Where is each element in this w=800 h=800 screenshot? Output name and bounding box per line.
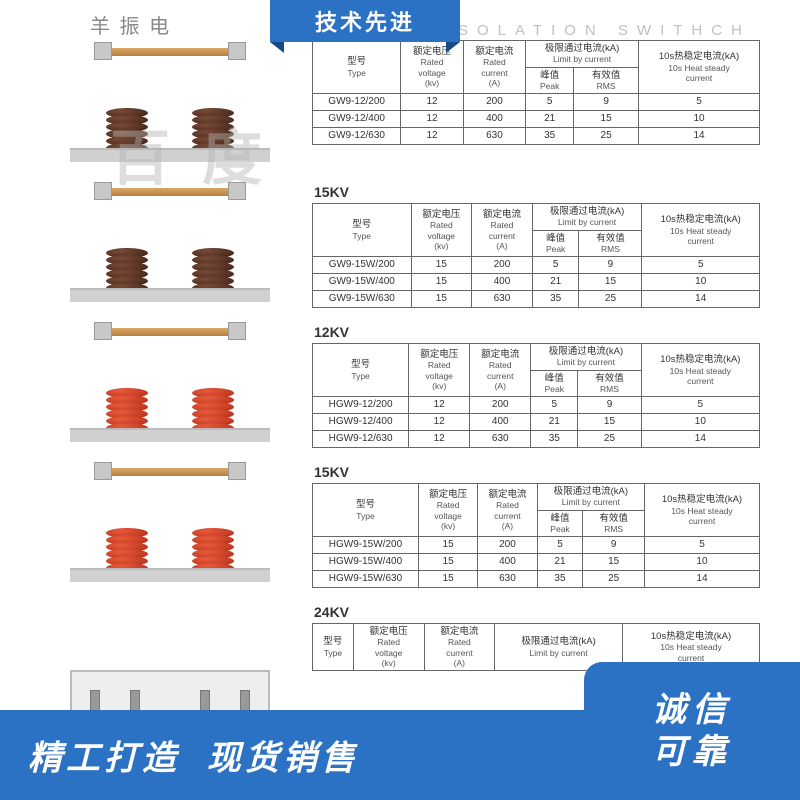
section-title: 15KV: [314, 464, 760, 480]
spec-table: 型号Type 额定电压Ratedvoltage(kv) 额定电流Ratedcur…: [312, 203, 760, 308]
spec-block: 12KV 型号Type 额定电压Ratedvoltage(kv) 额定电流Rat…: [312, 320, 760, 448]
footer-right-line1: 诚信: [652, 689, 732, 732]
footer-left-text: 精工打造 现货销售: [28, 731, 359, 780]
product-section: 15KV 型号Type 额定电压Ratedvoltage(kv) 额定电流Rat…: [40, 180, 760, 310]
table-row: GW9-15W/63015630352514: [313, 291, 760, 308]
section-title: 15KV: [314, 184, 760, 200]
table-row: HGW9-15W/63015630352514: [313, 571, 760, 588]
table-row: GW9-12/40012400211510: [313, 111, 760, 128]
content-area: 型号Type 额定电压Ratedvoltage(kv) 额定电流Ratedcur…: [40, 40, 760, 740]
isolator-image: [40, 40, 300, 170]
table-row: HGW9-15W/20015200595: [313, 537, 760, 554]
product-section: 12KV 型号Type 额定电压Ratedvoltage(kv) 额定电流Rat…: [40, 320, 760, 450]
spec-block: 15KV 型号Type 额定电压Ratedvoltage(kv) 额定电流Rat…: [312, 460, 760, 588]
table-row: GW9-15W/20015200595: [313, 257, 760, 274]
spec-block: 24KV 型号Type 额定电压Ratedvoltage(kv) 额定电流Rat…: [312, 600, 760, 671]
table-row: HGW9-12/40012400211510: [313, 414, 760, 431]
english-subtitle: SOLATION SWITHCH: [458, 22, 751, 39]
table-row: GW9-15W/40015400211510: [313, 274, 760, 291]
spec-table: 型号Type 额定电压Ratedvoltage(kv) 额定电流Ratedcur…: [312, 343, 760, 448]
spec-block: 15KV 型号Type 额定电压Ratedvoltage(kv) 额定电流Rat…: [312, 180, 760, 308]
table-row: HGW9-15W/40015400211510: [313, 554, 760, 571]
footer-right-tab: 诚信 可靠: [584, 662, 800, 800]
spec-table: 型号Type 额定电压Ratedvoltage(kv) 额定电流Ratedcur…: [312, 40, 760, 145]
top-badge: 技术先进: [270, 0, 460, 42]
table-row: HGW9-12/20012200595: [313, 397, 760, 414]
table-row: GW9-12/63012630352514: [313, 128, 760, 145]
spec-table: 型号Type 额定电压Ratedvoltage(kv) 额定电流Ratedcur…: [312, 483, 760, 588]
isolator-image: [40, 320, 300, 450]
isolator-image: [40, 460, 300, 590]
product-section: 型号Type 额定电压Ratedvoltage(kv) 额定电流Ratedcur…: [40, 40, 760, 170]
footer-band: 精工打造 现货销售 诚信 可靠: [0, 710, 800, 800]
product-section: 15KV 型号Type 额定电压Ratedvoltage(kv) 额定电流Rat…: [40, 460, 760, 590]
isolator-image: [40, 180, 300, 310]
table-row: GW9-12/20012200595: [313, 94, 760, 111]
brand-header: 羊 振 电: [90, 10, 171, 39]
section-title: 12KV: [314, 324, 760, 340]
footer-right-line2: 可靠: [652, 731, 732, 774]
spec-block: 型号Type 额定电压Ratedvoltage(kv) 额定电流Ratedcur…: [312, 40, 760, 145]
product-catalog-page: 羊 振 电 SOLATION SWITHCH 技术先进 百度 型号Type 额定…: [0, 0, 800, 800]
table-row: HGW9-12/63012630352514: [313, 431, 760, 448]
section-title: 24KV: [314, 604, 760, 620]
